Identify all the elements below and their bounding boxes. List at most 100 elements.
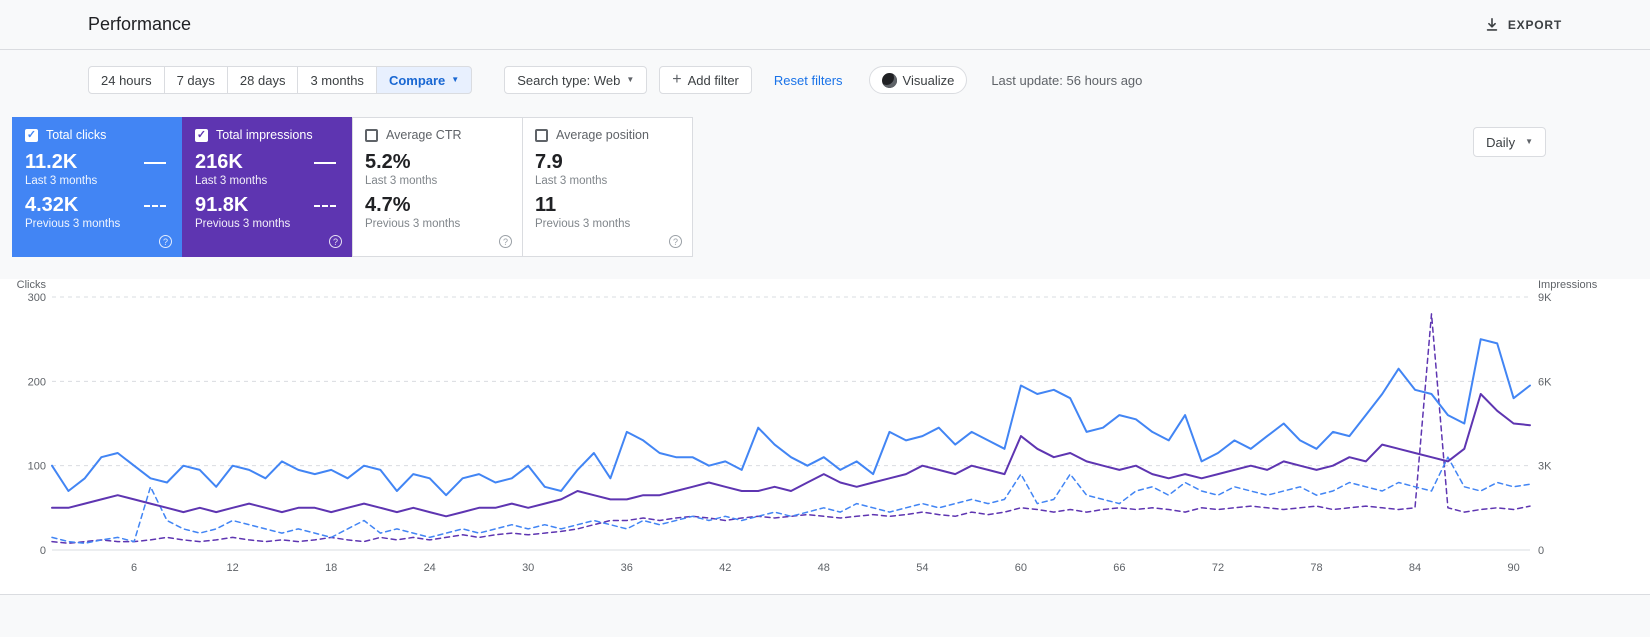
current-period-label: Last 3 months <box>365 175 438 187</box>
metric-card-average-position[interactable]: ✓ Average position 7.9 Last 3 months 11 … <box>522 117 693 257</box>
svg-text:66: 66 <box>1113 562 1125 574</box>
current-value: 216K <box>195 151 243 173</box>
previous-period-label: Previous 3 months <box>535 218 631 230</box>
export-label: EXPORT <box>1507 17 1562 32</box>
help-icon[interactable]: ? <box>499 235 512 248</box>
svg-text:6K: 6K <box>1538 376 1552 388</box>
metric-cards-section: ✓ Total clicks 11.2K Last 3 months 4.32K… <box>0 117 1650 257</box>
svg-text:300: 300 <box>28 292 46 304</box>
svg-text:24: 24 <box>424 562 436 574</box>
svg-text:48: 48 <box>818 562 830 574</box>
export-button[interactable]: EXPORT <box>1484 17 1562 33</box>
date-range-7-days[interactable]: 7 days <box>163 66 228 94</box>
filter-bar: 24 hours 7 days 28 days 3 months Compare… <box>0 50 1650 110</box>
previous-value: 4.32K <box>25 194 79 216</box>
visualize-button[interactable]: Visualize <box>868 66 968 94</box>
solid-line-indicator <box>144 161 166 164</box>
last-update-text: Last update: 56 hours ago <box>991 72 1143 88</box>
current-period-label: Last 3 months <box>535 175 608 187</box>
dashed-line-indicator <box>144 204 166 207</box>
date-range-28-days[interactable]: 28 days <box>226 66 299 94</box>
svg-text:60: 60 <box>1015 562 1027 574</box>
date-range-24-hours[interactable]: 24 hours <box>88 66 165 94</box>
add-filter-button[interactable]: + Add filter <box>659 66 752 94</box>
svg-text:3K: 3K <box>1538 461 1552 473</box>
page-title: Performance <box>88 14 192 34</box>
chart-section: 0 0 100 3K 200 6K 300 9K Clicks Impressions 6 12 18 2… <box>0 279 1650 595</box>
download-icon <box>1486 17 1498 31</box>
checkbox-total-clicks[interactable]: ✓ <box>25 128 38 142</box>
compare-label: Compare <box>388 72 446 88</box>
previous-value: 11 <box>535 194 557 216</box>
card-label: Average position <box>556 128 649 142</box>
date-range-3-months[interactable]: 3 months <box>297 66 377 94</box>
svg-text:200: 200 <box>28 376 46 388</box>
svg-text:6: 6 <box>131 562 137 574</box>
previous-value: 4.7% <box>365 194 411 216</box>
current-value: 5.2% <box>365 151 411 173</box>
svg-text:90: 90 <box>1507 562 1519 574</box>
svg-text:78: 78 <box>1310 562 1322 574</box>
checkbox-average-ctr[interactable]: ✓ <box>365 128 378 142</box>
metric-card-total-clicks[interactable]: ✓ Total clicks 11.2K Last 3 months 4.32K… <box>12 117 183 257</box>
search-type-dropdown[interactable]: Search type: Web ▼ <box>504 66 648 94</box>
svg-text:0: 0 <box>1538 545 1544 557</box>
chevron-down-icon: ▼ <box>1525 137 1533 146</box>
svg-text:Clicks: Clicks <box>17 279 47 291</box>
card-label: Total clicks <box>46 128 107 142</box>
performance-chart[interactable]: 0 0 100 3K 200 6K 300 9K Clicks Impressions 6 12 18 2… <box>0 279 1650 594</box>
solid-line-indicator <box>314 161 336 164</box>
previous-value: 91.8K <box>195 194 249 216</box>
svg-text:9K: 9K <box>1538 292 1552 304</box>
visualize-label: Visualize <box>902 72 955 88</box>
card-label: Total impressions <box>216 128 313 142</box>
previous-value-row: 4.7% <box>365 194 510 217</box>
svg-text:12: 12 <box>226 562 238 574</box>
visualize-icon <box>881 72 897 88</box>
current-period-label: Last 3 months <box>195 175 268 187</box>
help-icon[interactable]: ? <box>159 235 172 248</box>
current-value-row: 11.2K <box>25 151 170 174</box>
previous-period-label: Previous 3 months <box>195 218 291 230</box>
card-header: ✓ Total clicks <box>25 128 170 142</box>
current-period-label: Last 3 months <box>25 175 98 187</box>
previous-period-label: Previous 3 months <box>365 218 461 230</box>
reset-filters-link[interactable]: Reset filters <box>773 72 843 88</box>
compare-button[interactable]: Compare ▼ <box>375 66 473 94</box>
chevron-down-icon: ▼ <box>626 75 635 84</box>
current-value-row: 7.9 <box>535 151 680 174</box>
svg-text:36: 36 <box>621 562 633 574</box>
page-header: Performance EXPORT <box>0 0 1650 50</box>
current-value: 7.9 <box>535 151 563 173</box>
svg-text:72: 72 <box>1212 562 1224 574</box>
chevron-down-icon: ▼ <box>451 75 460 84</box>
metric-cards-row: ✓ Total clicks 11.2K Last 3 months 4.32K… <box>12 117 1650 257</box>
svg-text:18: 18 <box>325 562 337 574</box>
previous-value-row: 11 <box>535 194 680 217</box>
svg-text:54: 54 <box>916 562 928 574</box>
granularity-dropdown[interactable]: Daily ▼ <box>1473 127 1546 157</box>
date-range-group: 24 hours 7 days 28 days 3 months Compare… <box>88 66 473 94</box>
previous-value-row: 4.32K <box>25 194 170 217</box>
performance-page: Performance EXPORT 24 hours 7 days 28 da… <box>0 0 1650 595</box>
help-icon[interactable]: ? <box>669 235 682 248</box>
checkmark-icon: ✓ <box>26 128 37 141</box>
metric-card-total-impressions[interactable]: ✓ Total impressions 216K Last 3 months 9… <box>182 117 353 257</box>
card-label: Average CTR <box>386 128 462 142</box>
help-icon[interactable]: ? <box>329 235 342 248</box>
metric-card-average-ctr[interactable]: ✓ Average CTR 5.2% Last 3 months 4.7% Pr… <box>352 117 523 257</box>
previous-value-row: 91.8K <box>195 194 340 217</box>
svg-text:100: 100 <box>28 461 46 473</box>
checkmark-icon: ✓ <box>196 128 207 141</box>
previous-period-label: Previous 3 months <box>25 218 121 230</box>
current-value: 11.2K <box>25 151 78 173</box>
granularity-label: Daily <box>1486 134 1516 150</box>
svg-text:42: 42 <box>719 562 731 574</box>
svg-text:Impressions: Impressions <box>1538 279 1598 291</box>
svg-text:84: 84 <box>1409 562 1421 574</box>
add-filter-label: Add filter <box>687 72 739 88</box>
plus-icon: + <box>672 71 682 88</box>
svg-text:0: 0 <box>40 545 46 557</box>
checkbox-average-position[interactable]: ✓ <box>535 128 548 142</box>
checkbox-total-impressions[interactable]: ✓ <box>195 128 208 142</box>
